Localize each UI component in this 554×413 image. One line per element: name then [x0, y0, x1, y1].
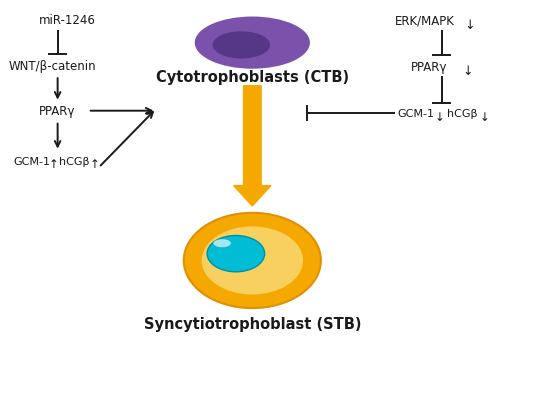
Text: ERK/MAPK: ERK/MAPK: [395, 14, 455, 27]
Text: GCM-1: GCM-1: [398, 109, 435, 119]
Ellipse shape: [202, 227, 303, 295]
Ellipse shape: [213, 240, 231, 248]
Text: Cytotrophoblasts (CTB): Cytotrophoblasts (CTB): [156, 70, 349, 85]
Ellipse shape: [184, 213, 321, 309]
Text: WNT/β-catenin: WNT/β-catenin: [8, 59, 96, 73]
Text: hCGβ: hCGβ: [59, 156, 89, 166]
Text: hCGβ: hCGβ: [447, 109, 478, 119]
FancyArrow shape: [234, 87, 271, 206]
Text: PPARγ: PPARγ: [412, 61, 448, 74]
Text: ↑: ↑: [89, 158, 99, 171]
Text: PPARγ: PPARγ: [38, 105, 75, 118]
Ellipse shape: [213, 32, 270, 59]
Ellipse shape: [195, 17, 310, 69]
Ellipse shape: [207, 236, 265, 272]
Text: ↓: ↓: [463, 65, 473, 78]
Text: ↓: ↓: [465, 19, 475, 32]
Text: ↓: ↓: [480, 111, 490, 124]
Text: miR-1246: miR-1246: [38, 14, 95, 27]
Text: GCM-1: GCM-1: [14, 156, 51, 166]
Text: ↓: ↓: [435, 111, 445, 124]
Text: ↑: ↑: [48, 158, 58, 171]
Text: Syncytiotrophoblast (STB): Syncytiotrophoblast (STB): [143, 317, 361, 332]
